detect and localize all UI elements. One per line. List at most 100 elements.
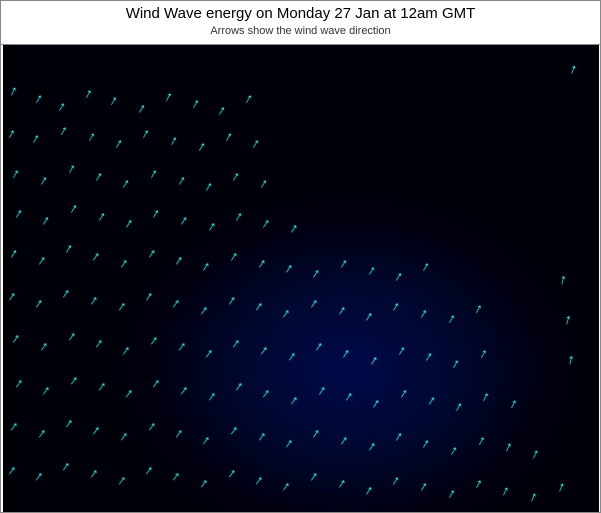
- wave-arrow-icon: [313, 271, 324, 282]
- wave-arrow-icon: [172, 139, 183, 150]
- wave-arrow-icon: [219, 108, 230, 119]
- wave-arrow-icon: [41, 178, 52, 189]
- wave-arrow-icon: [176, 431, 187, 442]
- wave-arrow-icon: [167, 95, 178, 106]
- wave-arrow-icon: [153, 211, 164, 222]
- wave-arrow-icon: [37, 97, 48, 108]
- chart-subtitle: Arrows show the wind wave direction: [1, 25, 600, 38]
- wave-arrow-icon: [179, 178, 190, 189]
- wave-arrow-icon: [229, 298, 240, 309]
- wave-arrow-icon: [203, 264, 214, 275]
- wave-arrow-icon: [247, 97, 258, 108]
- wave-arrow-icon: [343, 351, 354, 362]
- wave-arrow-icon: [480, 439, 491, 450]
- wave-arrow-icon: [139, 106, 150, 117]
- wave-arrow-icon: [173, 474, 184, 485]
- wave-arrow-icon: [263, 391, 274, 402]
- wave-arrow-icon: [12, 89, 23, 100]
- wave-arrow-icon: [346, 394, 357, 405]
- wave-arrow-icon: [152, 172, 163, 183]
- wave-arrow-icon: [261, 181, 272, 192]
- wave-arrow-icon: [112, 99, 123, 110]
- wave-arrow-icon: [233, 341, 244, 352]
- wave-arrow-icon: [393, 304, 404, 315]
- wave-arrow-icon: [9, 294, 20, 305]
- wave-arrow-icon: [209, 224, 220, 235]
- wave-arrow-icon: [206, 184, 217, 195]
- wave-arrow-icon: [512, 402, 523, 413]
- wave-arrow-icon: [457, 405, 468, 416]
- wave-arrow-icon: [99, 384, 110, 395]
- chart-title: Wind Wave energy on Monday 27 Jan at 12a…: [1, 5, 600, 23]
- wave-arrow-icon: [229, 471, 240, 482]
- wind-wave-map: [3, 38, 599, 512]
- wave-arrow-icon: [319, 388, 330, 399]
- wave-arrow-icon: [62, 129, 73, 140]
- wave-arrow-icon: [39, 431, 50, 442]
- wave-arrow-icon: [477, 307, 488, 318]
- wave-arrow-icon: [179, 344, 190, 355]
- wave-arrow-icon: [231, 428, 242, 439]
- wave-arrow-icon: [450, 492, 461, 503]
- wave-arrow-icon: [146, 468, 157, 479]
- wave-arrow-icon: [286, 441, 297, 452]
- wave-arrow-icon: [570, 357, 579, 366]
- wave-arrow-icon: [126, 391, 137, 402]
- wave-arrow-icon: [369, 268, 380, 279]
- wave-arrow-icon: [90, 135, 101, 146]
- wave-arrow-icon: [291, 226, 302, 237]
- wave-arrow-icon: [236, 384, 247, 395]
- wave-arrow-icon: [96, 174, 107, 185]
- wave-arrow-icon: [313, 431, 324, 442]
- wave-arrow-icon: [99, 214, 110, 225]
- wave-arrow-icon: [401, 391, 412, 402]
- wave-arrow-icon: [233, 174, 244, 185]
- wave-arrow-icon: [10, 132, 21, 143]
- wave-arrow-icon: [339, 481, 350, 492]
- wave-arrow-icon: [36, 301, 47, 312]
- wave-arrow-icon: [181, 388, 192, 399]
- wave-arrow-icon: [366, 488, 377, 499]
- wave-arrow-icon: [176, 258, 187, 269]
- wave-arrow-icon: [43, 218, 54, 229]
- wave-arrow-icon: [286, 266, 297, 277]
- wave-arrow-icon: [87, 92, 98, 103]
- wave-arrow-icon: [36, 474, 47, 485]
- wave-arrow-icon: [454, 362, 465, 373]
- wave-arrow-icon: [231, 254, 242, 265]
- wave-arrow-icon: [484, 395, 495, 406]
- wave-arrow-icon: [14, 172, 25, 183]
- wave-arrow-icon: [507, 445, 518, 456]
- wave-arrow-icon: [366, 314, 377, 325]
- wave-arrow-icon: [373, 401, 384, 412]
- wave-arrow-icon: [66, 246, 77, 257]
- wave-arrow-icon: [149, 251, 160, 262]
- wave-arrow-icon: [70, 167, 81, 178]
- wave-arrow-icon: [421, 484, 432, 495]
- wave-arrow-icon: [316, 344, 327, 355]
- wave-arrow-icon: [11, 251, 22, 262]
- wave-arrow-icon: [39, 258, 50, 269]
- wave-arrow-icon: [311, 474, 322, 485]
- wave-arrow-icon: [93, 254, 104, 265]
- wave-arrow-icon: [424, 265, 435, 276]
- wave-arrow-icon: [181, 218, 192, 229]
- wave-arrow-icon: [93, 428, 104, 439]
- wave-arrow-icon: [371, 358, 382, 369]
- wave-arrow-icon: [289, 354, 300, 365]
- wave-arrow-icon: [532, 495, 543, 506]
- wave-arrow-icon: [91, 471, 102, 482]
- wave-arrow-icon: [560, 485, 570, 495]
- wave-arrow-icon: [16, 381, 27, 392]
- wave-arrow-icon: [562, 277, 572, 287]
- wave-arrow-icon: [504, 489, 515, 500]
- wave-arrow-icon: [69, 334, 80, 345]
- wave-arrow-icon: [256, 478, 267, 489]
- wave-arrow-icon: [71, 206, 82, 217]
- wave-arrow-icon: [311, 301, 322, 312]
- wave-arrow-icon: [71, 378, 82, 389]
- wave-arrow-icon: [209, 394, 220, 405]
- wave-arrow-icon: [534, 452, 545, 463]
- wave-arrow-icon: [173, 301, 184, 312]
- wave-arrow-icon: [259, 261, 270, 272]
